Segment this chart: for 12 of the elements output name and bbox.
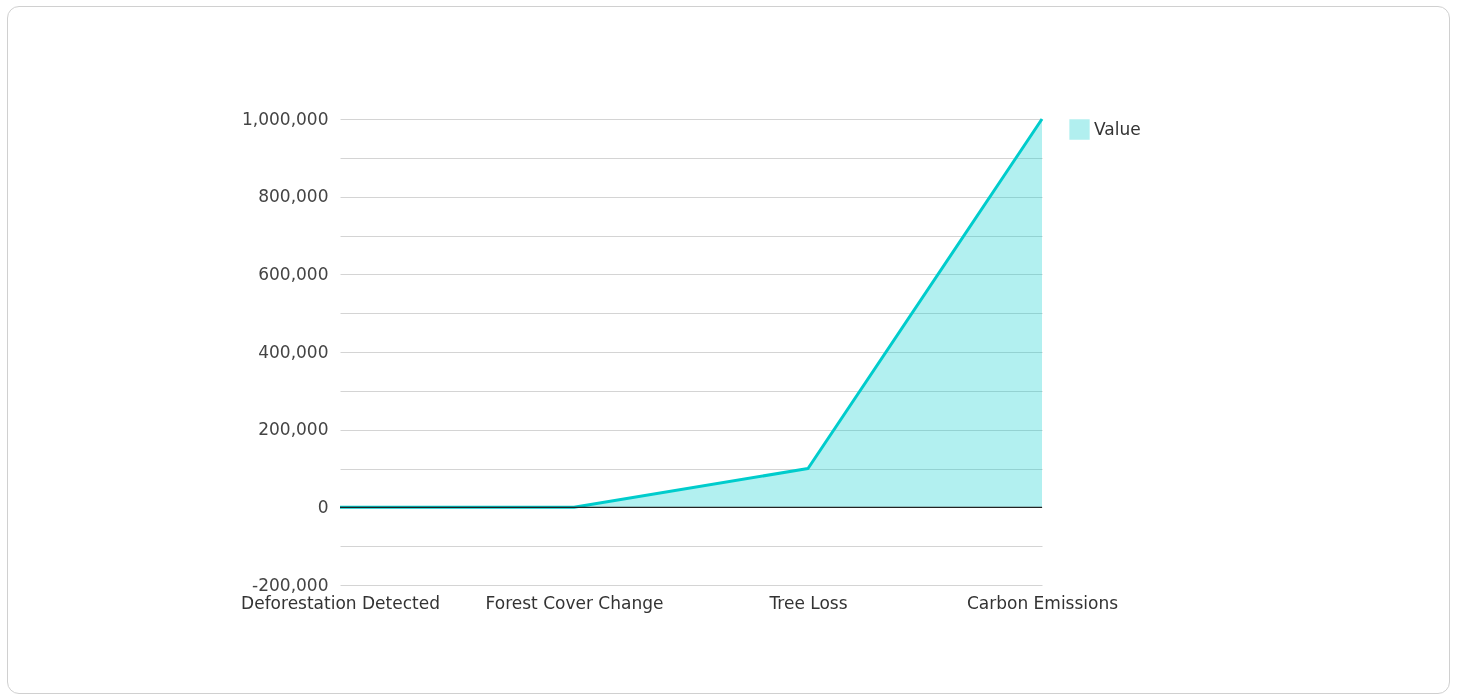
y-tick-label: -200,000 xyxy=(252,574,329,595)
x-tick-label: Forest Cover Change xyxy=(485,592,664,613)
y-tick-label: 600,000 xyxy=(258,263,329,284)
y-tick-label: 400,000 xyxy=(258,341,329,362)
x-tick-label: Deforestation Detected xyxy=(241,592,440,613)
y-tick-label: 800,000 xyxy=(258,186,329,207)
legend-label: Value xyxy=(1094,118,1141,139)
y-tick-label: 0 xyxy=(317,496,329,517)
y-tick-label: 200,000 xyxy=(258,419,329,440)
x-tick-label: Tree Loss xyxy=(768,592,848,613)
x-tick-label: Carbon Emissions xyxy=(966,592,1119,613)
y-tick-label: 1,000,000 xyxy=(241,108,329,129)
